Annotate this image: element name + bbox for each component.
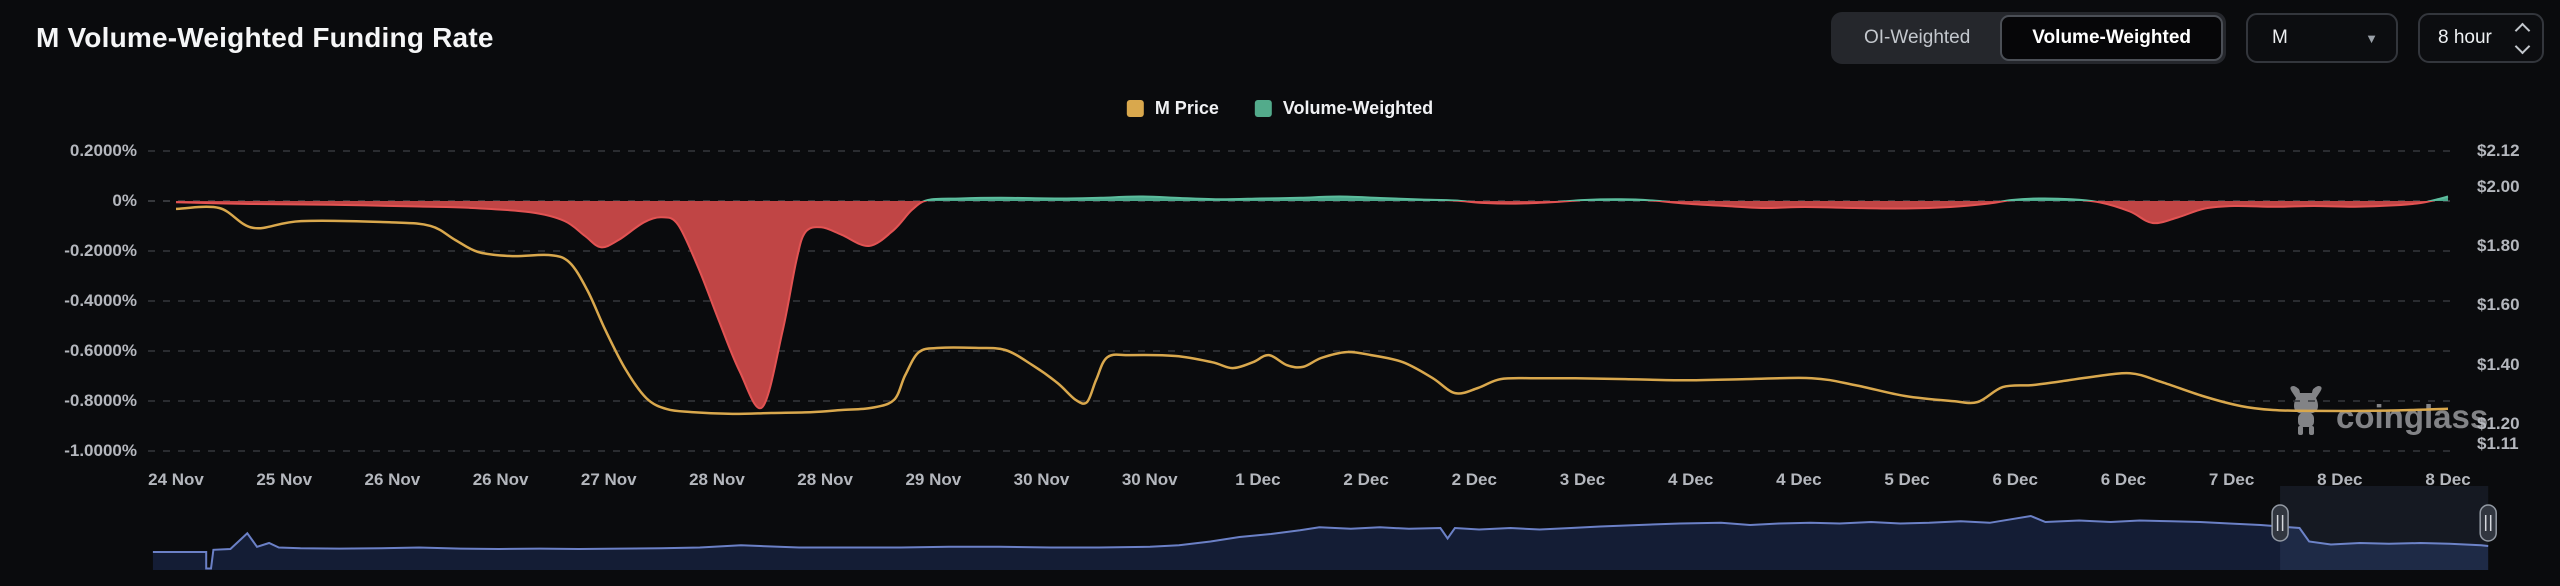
right-axis-label: $2.12 — [2477, 141, 2520, 160]
svg-text:coinglass: coinglass — [2336, 398, 2488, 435]
x-axis-label: 6 Dec — [1992, 470, 2038, 489]
header-controls: OI-Weighted Volume-Weighted M ▼ 8 hour — [1830, 12, 2544, 64]
legend-label: M Price — [1154, 98, 1219, 118]
x-axis-label: 4 Dec — [1667, 470, 1714, 489]
x-axis-label: 28 Nov — [689, 470, 745, 489]
left-axis-label: -1.0000% — [64, 441, 137, 460]
x-axis-label: 30 Nov — [1121, 470, 1178, 489]
right-axis-label: $1.60 — [2477, 295, 2520, 315]
right-axis-label: $1.20 — [2477, 414, 2520, 434]
chevron-down-icon: ▼ — [2365, 30, 2378, 46]
x-axis-label: 8 Dec — [2425, 470, 2471, 489]
navigator-line — [152, 514, 2489, 570]
left-axis-label: -0.8000% — [64, 391, 137, 410]
left-axis-label: -0.6000% — [64, 341, 137, 360]
navigator[interactable] — [152, 486, 2497, 570]
right-axis-label: $1.11 — [2477, 434, 2519, 453]
x-axis-label: 6 Dec — [2100, 470, 2147, 489]
legend-item-volume-weighted[interactable]: Volume-Weighted — [1254, 98, 1434, 119]
watermark: coinglass — [2290, 386, 2488, 435]
legend-label: Volume-Weighted — [1282, 98, 1434, 118]
x-axis-label: 26 Nov — [472, 470, 529, 489]
left-axis-label: 0% — [112, 191, 137, 210]
right-axis-label: $2.00 — [2477, 176, 2520, 196]
symbol-select-value: M — [2272, 27, 2288, 48]
x-axis-label: 24 Nov — [148, 470, 204, 489]
x-axis-label: 1 Dec — [1235, 470, 1281, 489]
x-axis-label: 30 Nov — [1013, 470, 1070, 489]
price-swatch-icon — [1126, 100, 1144, 117]
legend: M Price Volume-Weighted — [1126, 98, 1434, 119]
right-axis-label: $1.80 — [2477, 236, 2520, 256]
price-line — [175, 205, 2449, 416]
x-axis-label: 28 Nov — [797, 470, 854, 489]
navigator-handle-right[interactable] — [2479, 504, 2497, 542]
funding-area-positive — [176, 196, 2448, 201]
x-axis-label: 3 Dec — [1559, 470, 1606, 489]
x-axis-label: 2 Dec — [1343, 470, 1389, 489]
toggle-oi-weighted[interactable]: OI-Weighted — [1834, 15, 2000, 61]
interval-select-value: 8 hour — [2438, 27, 2492, 48]
x-axis-label: 25 Nov — [256, 470, 313, 489]
x-axis-label: 7 Dec — [2208, 470, 2255, 489]
x-axis-label: 5 Dec — [1884, 470, 1930, 489]
interval-select[interactable]: 8 hour — [2418, 13, 2544, 63]
x-axis-label: 26 Nov — [364, 470, 421, 489]
x-axis-label: 29 Nov — [905, 470, 962, 489]
x-axis-label: 4 Dec — [1776, 470, 1822, 489]
x-axis-label: 8 Dec — [2317, 470, 2363, 489]
page-title: M Volume-Weighted Funding Rate — [36, 22, 494, 53]
right-axis-label: $1.40 — [2477, 354, 2520, 374]
navigator-area — [152, 516, 2489, 570]
toggle-volume-weighted[interactable]: Volume-Weighted — [2000, 15, 2223, 61]
up-down-stepper-icon — [2514, 22, 2531, 54]
left-axis-label: -0.4000% — [64, 291, 137, 310]
left-axis-label: -0.2000% — [64, 241, 137, 260]
funding-line-negative — [175, 201, 2436, 410]
funding-area-negative — [176, 201, 2448, 409]
weighting-toggle: OI-Weighted Volume-Weighted — [1830, 12, 2226, 64]
symbol-select[interactable]: M ▼ — [2246, 13, 2398, 63]
x-axis-label: 27 Nov — [580, 470, 637, 489]
legend-item-price[interactable]: M Price — [1126, 98, 1219, 119]
navigator-selection[interactable] — [2280, 486, 2489, 570]
x-axis-label: 2 Dec — [1451, 470, 1497, 489]
navigator-handle-left[interactable] — [2271, 504, 2289, 542]
funding-line-positive — [922, 195, 2449, 201]
volume-weighted-swatch-icon — [1254, 100, 1272, 117]
left-axis-label: 0.2000% — [69, 141, 137, 160]
